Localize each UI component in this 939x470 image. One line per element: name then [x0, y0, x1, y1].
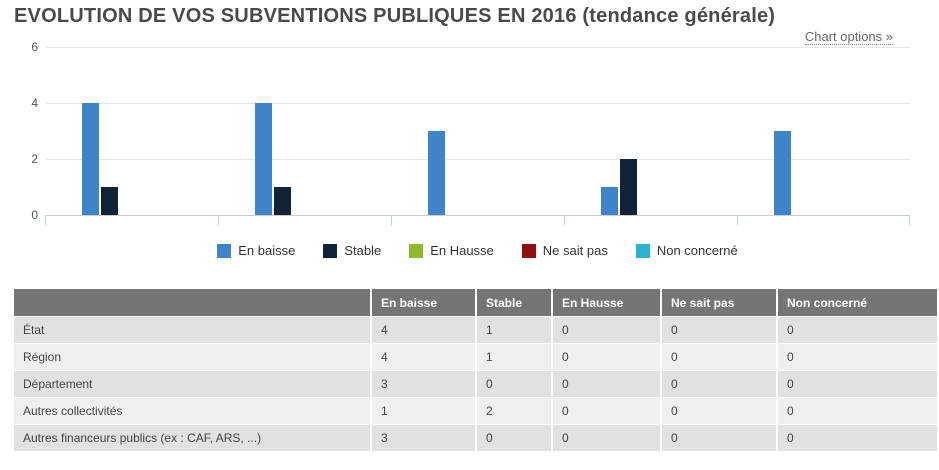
value-cell: 0	[662, 344, 778, 370]
table-header-cell-1: En baisse	[372, 289, 477, 316]
value-cell: 0	[787, 323, 794, 337]
y-axis-label-2: 2	[31, 152, 38, 166]
table-header-cell-0	[14, 289, 372, 316]
table-row: Région 4 1 0 0 0	[14, 344, 937, 371]
legend-item-non-concern-[interactable]: Non concerné	[635, 243, 738, 258]
table-row: Autres financeurs publics (ex : CAF, ARS…	[14, 425, 937, 452]
table-header-cell-2: Stable	[477, 289, 553, 316]
gridline-y6	[45, 47, 910, 48]
gridline-y0	[45, 215, 910, 216]
value-cell: 0	[553, 317, 662, 343]
row-label-cell: Région	[14, 344, 372, 370]
value-cell: 0	[553, 371, 662, 397]
legend-swatch-stable	[323, 243, 338, 258]
x-axis-tick-3	[564, 215, 565, 225]
table-header-cell-4: Ne sait pas	[662, 289, 778, 316]
bar-stable-group1[interactable]	[101, 187, 118, 215]
bar-en-baisse-group3[interactable]	[428, 131, 445, 215]
legend-label-non-concern-: Non concerné	[656, 243, 738, 258]
bar-en-baisse-group4[interactable]	[601, 187, 618, 215]
row-label-cell: Département	[14, 371, 372, 397]
value-cell: 0	[787, 350, 794, 364]
bar-en-baisse-group2[interactable]	[255, 103, 272, 215]
gridline-y2	[45, 159, 910, 160]
bar-stable-group4[interactable]	[620, 159, 637, 215]
bar-chart-plot-area	[45, 47, 910, 225]
value-cell: 0	[477, 425, 553, 451]
value-cell: 0	[553, 344, 662, 370]
x-axis-tick-5	[909, 215, 910, 225]
chart-legend: En baisse Stable En Hausse Ne sait pas Non c…	[45, 243, 910, 258]
value-cell: 0	[787, 431, 794, 445]
value-cell: 0	[787, 377, 794, 391]
value-cell: 0	[553, 425, 662, 451]
row-label-cell: Autres collectivités	[14, 398, 372, 424]
y-axis-label-6: 6	[31, 40, 38, 54]
value-cell: 1	[372, 398, 477, 424]
legend-label-en-baisse: En baisse	[238, 243, 296, 258]
y-axis-label-0: 0	[31, 208, 38, 222]
table-row: Autres collectivités 1 2 0 0 0	[14, 398, 937, 425]
legend-item-ne-sait-pas[interactable]: Ne sait pas	[521, 243, 608, 258]
value-cell: 0	[553, 398, 662, 424]
legend-label-ne-sait-pas: Ne sait pas	[542, 243, 608, 258]
value-cell: 0	[787, 404, 794, 418]
y-axis-label-4: 4	[31, 96, 38, 110]
value-cell: 0	[662, 371, 778, 397]
row-label-cell: État	[14, 317, 372, 343]
chart-options-link[interactable]: Chart options »	[804, 29, 893, 45]
table-row: État 4 1 0 0 0	[14, 317, 937, 344]
x-axis-tick-0	[45, 215, 46, 225]
value-cell: 1	[477, 317, 553, 343]
value-cell: 1	[477, 344, 553, 370]
legend-swatch-en-baisse	[217, 243, 232, 258]
value-cell: 0	[477, 371, 553, 397]
table-row: Département 3 0 0 0 0	[14, 371, 937, 398]
value-cell: 3	[372, 371, 477, 397]
results-table: En baisse Stable En Hausse Ne sait pas Non c…	[14, 289, 937, 452]
bar-en-baisse-group1[interactable]	[82, 103, 99, 215]
value-cell: 4	[372, 344, 477, 370]
legend-item-stable[interactable]: Stable	[323, 243, 381, 258]
gridline-y4	[45, 103, 910, 104]
x-axis-tick-4	[737, 215, 738, 225]
page-title: EVOLUTION DE VOS SUBVENTIONS PUBLIQUES E…	[14, 5, 776, 27]
row-label-cell: Autres financeurs publics (ex : CAF, ARS…	[14, 425, 372, 451]
legend-label-en-hausse: En Hausse	[430, 243, 494, 258]
bar-en-baisse-group5[interactable]	[774, 131, 791, 215]
x-axis-tick-2	[391, 215, 392, 225]
legend-swatch-en-hausse	[409, 243, 424, 258]
value-cell: 0	[662, 398, 778, 424]
x-axis-tick-1	[218, 215, 219, 225]
legend-label-stable: Stable	[344, 243, 382, 258]
table-header-row: En baisse Stable En Hausse Ne sait pas Non c…	[14, 289, 937, 317]
value-cell: 4	[372, 317, 477, 343]
bar-stable-group2[interactable]	[274, 187, 291, 215]
table-header-cell-5: Non concerné	[787, 295, 868, 310]
value-cell: 3	[372, 425, 477, 451]
legend-item-en-baisse[interactable]: En baisse	[217, 243, 295, 258]
legend-item-en-hausse[interactable]: En Hausse	[409, 243, 494, 258]
legend-swatch-non-concern-	[635, 243, 650, 258]
value-cell: 0	[662, 425, 778, 451]
table-header-cell-3: En Hausse	[553, 289, 662, 316]
value-cell: 0	[662, 317, 778, 343]
value-cell: 2	[477, 398, 553, 424]
legend-swatch-ne-sait-pas	[521, 243, 536, 258]
